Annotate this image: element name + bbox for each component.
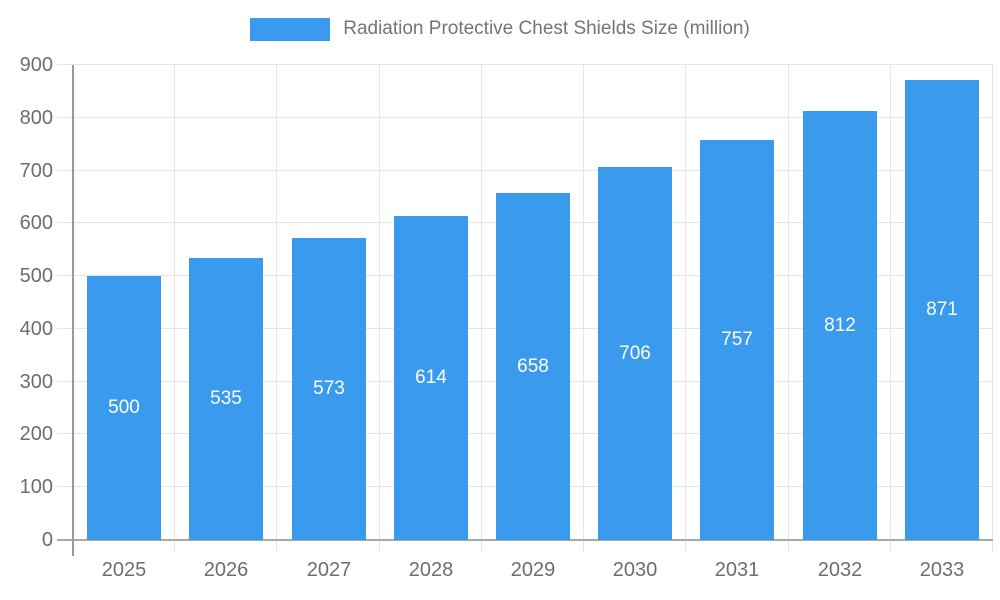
- y-axis-tick-label: 400: [19, 318, 53, 340]
- y-axis-tick-label: 0: [41, 529, 53, 551]
- v-gridline: [481, 65, 482, 552]
- legend-label: Radiation Protective Chest Shields Size …: [343, 18, 750, 39]
- v-gridline: [788, 65, 789, 552]
- x-axis-tick-label: 2033: [919, 559, 965, 581]
- x-axis-tick-label: 2030: [612, 559, 658, 581]
- y-axis-tick-label: 100: [19, 476, 53, 498]
- legend-swatch: [250, 17, 331, 41]
- v-gridline: [379, 65, 380, 552]
- bar-value-label: 658: [517, 355, 549, 377]
- bar-value-label: 500: [108, 397, 140, 418]
- legend[interactable]: Radiation Protective Chest Shields Size …: [0, 14, 1000, 44]
- h-gridline: [57, 117, 993, 118]
- x-axis-tick-label: 2032: [817, 559, 863, 581]
- y-axis-tick-label: 800: [19, 107, 53, 129]
- h-gridline: [57, 170, 993, 171]
- bar-2029: 658: [496, 193, 570, 540]
- y-axis-tick-label: 300: [19, 371, 53, 393]
- bar-value-label: 812: [824, 314, 856, 336]
- v-gridline: [685, 65, 686, 552]
- x-axis-tick-label: 2031: [714, 559, 760, 581]
- bar-2027: 573: [292, 238, 366, 540]
- v-gridline: [276, 65, 277, 552]
- bar-value-label: 573: [313, 378, 345, 399]
- v-gridline: [992, 65, 993, 552]
- v-gridline: [583, 65, 584, 552]
- x-axis-tick-label: 2026: [203, 559, 249, 581]
- y-axis-tick-label: 700: [19, 160, 53, 182]
- v-gridline: [890, 65, 891, 552]
- x-axis-tick-label: 2029: [510, 559, 556, 581]
- y-axis-line: [72, 65, 74, 556]
- bar-2025: 500: [87, 276, 161, 540]
- x-axis-line: [57, 539, 993, 541]
- bar-2033: 871: [905, 80, 979, 540]
- bar-value-label: 706: [619, 342, 651, 364]
- y-axis-tick-label: 500: [19, 265, 53, 287]
- x-axis-tick-label: 2025: [101, 559, 147, 581]
- bar-2028: 614: [394, 216, 468, 540]
- h-gridline: [57, 64, 993, 65]
- bar-2026: 535: [189, 258, 263, 540]
- v-gridline: [174, 65, 175, 552]
- x-axis-tick-label: 2027: [306, 559, 352, 581]
- y-axis-tick-label: 200: [19, 423, 53, 445]
- bar-value-label: 871: [926, 299, 958, 320]
- y-axis-tick-label: 900: [19, 54, 53, 76]
- bar-value-label: 757: [721, 329, 753, 350]
- bar-2031: 757: [700, 140, 774, 540]
- bar-value-label: 614: [415, 367, 447, 388]
- x-axis-tick-label: 2028: [408, 559, 454, 581]
- y-axis-tick-label: 600: [19, 212, 53, 234]
- bar-2030: 706: [598, 167, 672, 540]
- bar-value-label: 535: [210, 388, 242, 409]
- bar-2032: 812: [803, 111, 877, 540]
